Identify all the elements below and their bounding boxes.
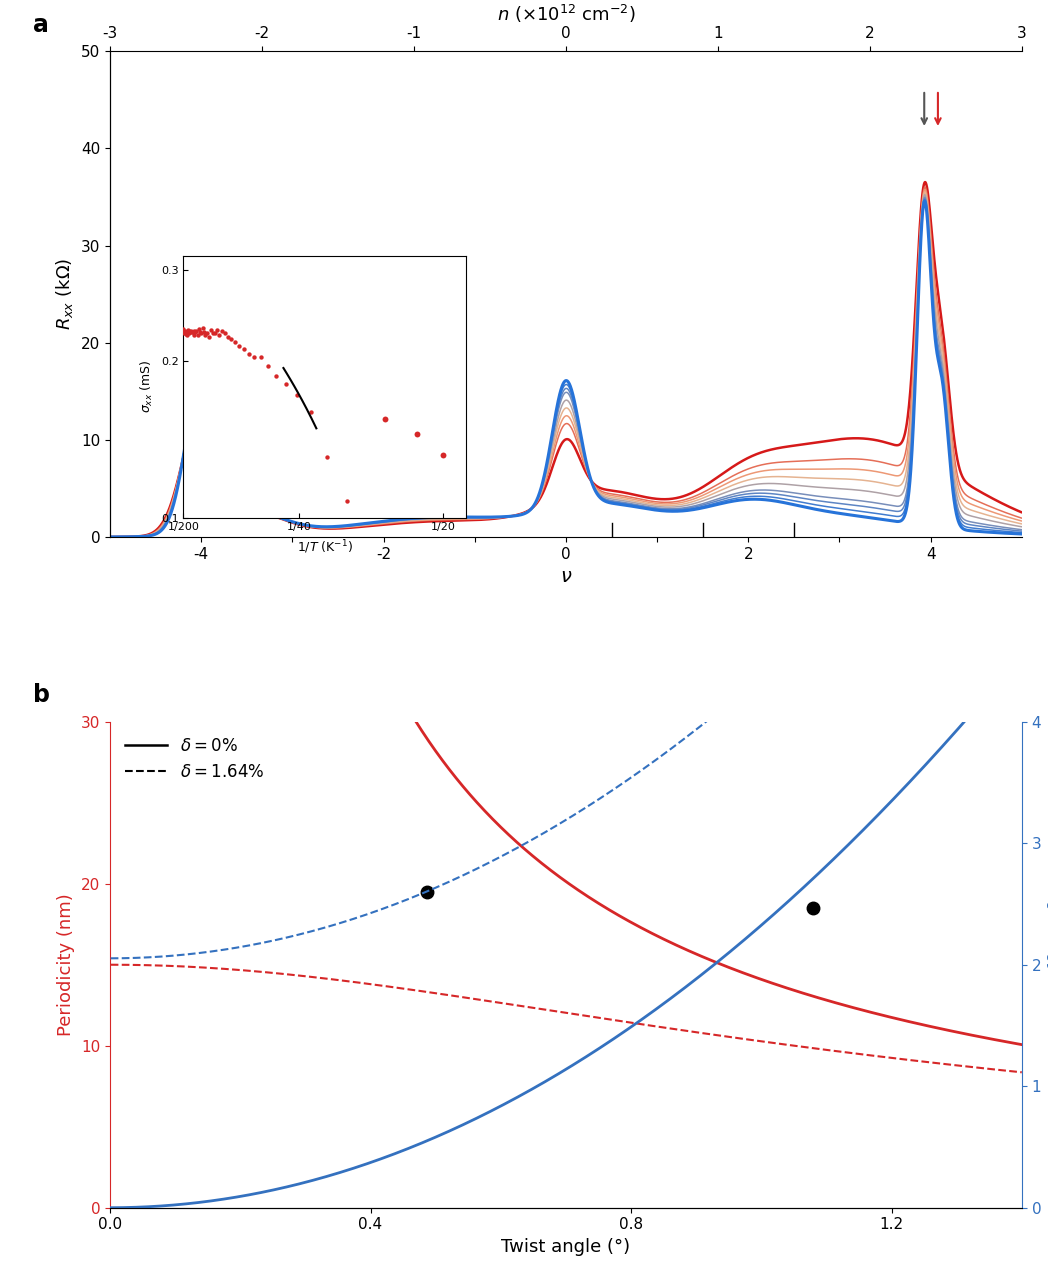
Point [182,321,199,341]
Point [197,325,214,345]
Y-axis label: $R_{xx}$ (k$\Omega$): $R_{xx}$ (k$\Omega$) [54,258,75,330]
Point [200,326,217,346]
Text: 5 K: 5 K [366,441,392,459]
Point [190,325,206,345]
Point [193,322,210,343]
Y-axis label: Periodicity (nm): Periodicity (nm) [58,893,75,1036]
Point [246,348,263,368]
Point [191,318,208,339]
X-axis label: $1/T$ (K$^{-1}$): $1/T$ (K$^{-1}$) [297,538,353,556]
Point [178,322,195,343]
Legend: $\delta = 0\%$, $\delta = 1.64\%$: $\delta = 0\%$, $\delta = 1.64\%$ [118,730,271,787]
Point [199,322,216,343]
Point [339,491,355,511]
Point [211,325,227,345]
Text: b: b [32,684,49,707]
Y-axis label: $n_s$ ($\times 10^{12}$ cm$^{-2}$): $n_s$ ($\times 10^{12}$ cm$^{-2}$) [1047,892,1048,1038]
Point [183,322,200,343]
Point [176,322,193,343]
Point [180,321,197,341]
Point [178,322,195,343]
Point [214,321,231,341]
Point [435,445,452,465]
Point [226,331,243,351]
Point [260,355,277,376]
Point [188,321,204,341]
Point [223,328,240,349]
Point [289,385,306,405]
Point [179,320,196,340]
Point [184,322,201,343]
X-axis label: Twist angle (°): Twist angle (°) [501,1238,631,1256]
Point [302,401,319,422]
Point [209,320,225,340]
Point [177,323,194,344]
X-axis label: $n$ ($\times 10^{12}$ cm$^{-2}$): $n$ ($\times 10^{12}$ cm$^{-2}$) [497,3,635,24]
Point [278,374,294,395]
Point [236,339,253,359]
Point [268,366,285,386]
Point [194,318,211,339]
Point [179,325,196,345]
Text: a: a [32,13,48,37]
Point [192,322,209,343]
Text: 80 K: 80 K [337,396,375,415]
Point [206,323,223,344]
Y-axis label: $\sigma_{xx}$ (mS): $\sigma_{xx}$ (mS) [139,360,155,413]
Point [231,336,247,357]
Point [175,318,192,339]
Point [377,409,394,429]
Point [220,326,237,346]
Point [188,322,204,343]
Point [175,322,192,343]
Point [409,424,425,445]
Point [202,320,219,340]
Point [253,346,269,367]
Point [409,998,425,1019]
Point [196,322,213,343]
Point [204,322,221,343]
Point [185,325,202,345]
Point [240,344,257,364]
Point [181,323,198,344]
Point [187,321,203,341]
X-axis label: $\nu$: $\nu$ [560,567,572,587]
Point [377,640,394,661]
Point [217,322,234,343]
Point [319,447,335,468]
Point [181,322,198,343]
Point [177,321,194,341]
